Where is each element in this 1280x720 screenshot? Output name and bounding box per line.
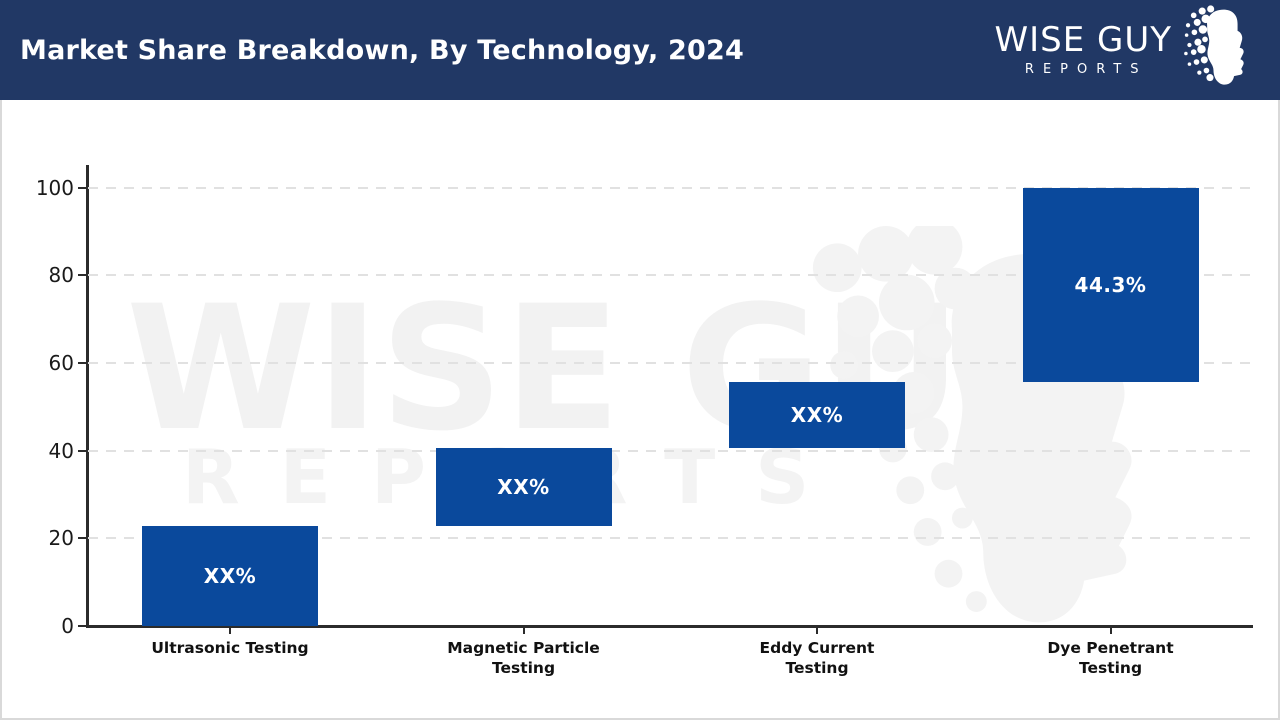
y-tick-label: 0 [61,614,74,638]
x-category-label: Magnetic Particle Testing [447,639,600,677]
bar-value-label: XX% [790,402,844,427]
bar-value-label: XX% [497,474,550,499]
x-tick-mark [229,626,231,634]
page-title: Market Share Breakdown, By Technology, 2… [20,34,745,66]
y-tick-label: 60 [48,350,74,375]
waterfall-bar: XX% [142,525,318,626]
x-axis-line [86,625,1253,628]
waterfall-bar: XX% [435,447,612,526]
y-gridline [88,537,1253,540]
x-tick-mark [522,626,525,634]
y-tick-label: 20 [48,526,74,551]
bar-value-label: 44.3% [1074,272,1147,297]
y-tick-mark [78,361,86,364]
y-gridline [88,361,1253,364]
y-tick-label: 100 [35,175,74,200]
x-category-label: Dye Penetrant Testing [1047,639,1174,677]
brand-tagline: REPORTS [1024,61,1148,77]
x-category-label: Eddy Current Testing [759,639,875,677]
brand-logo-text: WISE GUY REPORTS [994,20,1172,77]
brand-wordmark: WISE GUY [994,20,1172,61]
y-gridline [88,274,1253,277]
y-tick-mark [78,449,86,452]
plot-area: 0 20 40 60 80 100 XX% Ultrasonic Testing XX% Magn… [36,165,1253,677]
x-category-label: Ultrasonic Testing [151,639,309,657]
y-tick-mark [78,186,86,189]
y-tick-mark [78,274,86,277]
waterfall-bar: XX% [729,381,905,448]
y-tick-mark [78,537,86,540]
y-gridline [88,186,1253,189]
header: Market Share Breakdown, By Technology, 2… [0,0,1280,100]
y-tick-label: 40 [48,438,74,463]
wise-guy-face-icon [1184,5,1244,85]
y-tick-label: 80 [48,263,74,288]
x-tick-mark [1109,626,1112,634]
y-gridline [88,449,1253,452]
waterfall-bar: 44.3% [1022,187,1199,382]
brand-logo: WISE GUY REPORTS [994,4,1270,96]
x-tick-mark [816,626,818,634]
y-tick-mark [78,625,86,627]
y-axis-line [86,165,89,628]
bar-value-label: XX% [203,563,257,588]
